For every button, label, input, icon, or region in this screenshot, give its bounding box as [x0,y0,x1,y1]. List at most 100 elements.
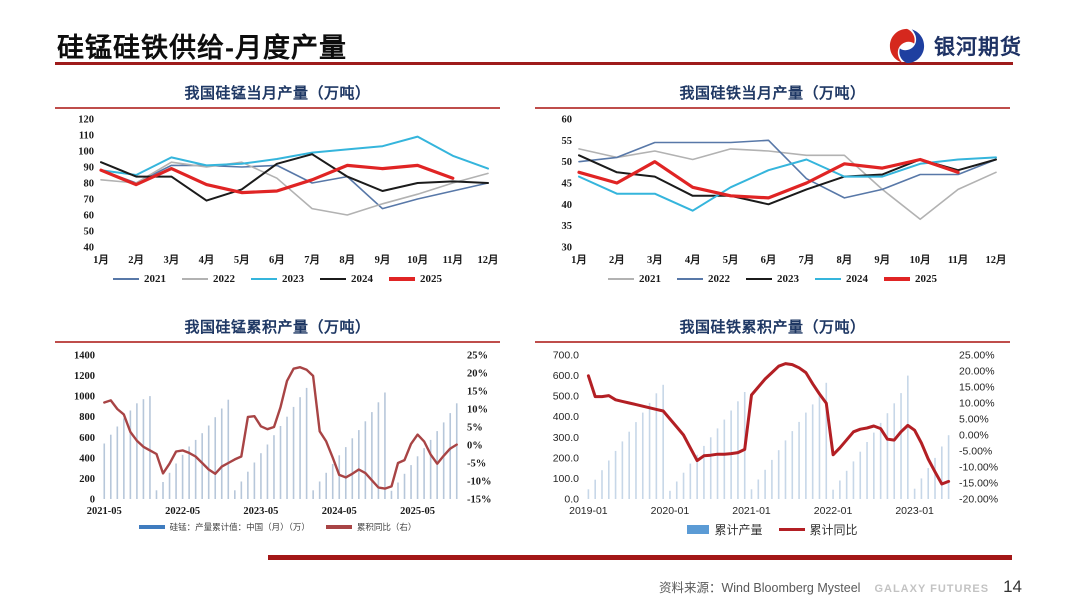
sife-monthly-legend: 2021 2022 2023 2024 2025 [535,273,1010,285]
legend-item: 2022 [182,273,235,285]
line-swatch [608,278,634,280]
chart-panel-sife-cumulative: 我国硅铁累积产量（万吨） 700.0 600.0 500.0 400.0 300.0 20… [535,318,1010,552]
galaxy-swirl-icon [889,28,925,64]
svg-text:2023-05: 2023-05 [243,506,278,517]
svg-text:60: 60 [562,115,573,126]
svg-text:11月: 11月 [443,254,463,266]
svg-text:2025-05: 2025-05 [400,506,435,517]
legend-label: 累积同比（右） [356,522,417,532]
svg-text:200.0: 200.0 [553,452,579,464]
svg-text:700.0: 700.0 [553,350,579,362]
svg-text:2022-01: 2022-01 [814,505,853,517]
source-text: 资料来源：Wind Bloomberg Mysteel [658,581,861,595]
chart-title: 我国硅锰累积产量（万吨） [184,319,371,336]
simn-monthly-legend: 2021 2022 2023 2024 2025 [55,273,500,285]
legend-label: 2025 [915,273,937,285]
svg-text:2022-05: 2022-05 [165,506,200,517]
svg-text:25.00%: 25.00% [959,350,995,362]
svg-text:30: 30 [562,243,573,254]
svg-text:10月: 10月 [407,254,428,266]
svg-text:-15%: -15% [467,495,492,506]
legend-label: 硅锰：产量累计值：中国（月）（万） [169,522,310,532]
logo-text: 银河期货 [934,36,1022,59]
sife-cumulative-chart: 700.0 600.0 500.0 400.0 300.0 200.0 100.0 0.0 25… [553,350,998,518]
svg-text:110: 110 [79,131,94,142]
footer: 资料来源：Wind Bloomberg Mysteel GALAXY FUTUR… [659,577,1022,597]
svg-text:25%: 25% [467,351,488,362]
svg-text:35: 35 [562,221,573,232]
line-swatch [138,525,165,529]
svg-text:1200: 1200 [74,371,95,382]
svg-text:1月: 1月 [93,254,109,266]
chart-title: 我国硅锰当月产量（万吨） [184,85,371,102]
line-swatch [320,278,346,280]
svg-text:0: 0 [90,495,95,506]
title-underline [55,62,1013,65]
svg-text:90: 90 [84,163,95,174]
svg-text:300.0: 300.0 [553,432,579,444]
svg-text:1400: 1400 [74,351,95,362]
svg-text:100: 100 [78,147,94,158]
chart-title-underline [535,341,1010,343]
svg-text:2020-01: 2020-01 [651,505,690,517]
svg-text:6月: 6月 [269,254,285,266]
svg-text:20%: 20% [467,369,488,380]
legend-label: 2022 [213,273,235,285]
svg-text:10月: 10月 [910,254,931,266]
svg-text:80: 80 [84,179,95,190]
svg-text:5月: 5月 [723,254,739,266]
svg-text:55: 55 [562,136,573,147]
line-swatch [884,277,910,281]
svg-text:60: 60 [84,211,95,222]
svg-text:3月: 3月 [163,254,179,266]
svg-text:1000: 1000 [74,392,95,403]
svg-text:4月: 4月 [199,254,215,266]
svg-text:20.00%: 20.00% [959,366,995,378]
svg-text:45: 45 [562,179,573,190]
svg-text:100.0: 100.0 [553,473,579,485]
line-swatch [746,278,772,280]
line-swatch [113,278,139,280]
sife-cumulative-legend: 累计产量 累计同比 [535,521,1010,538]
svg-text:9月: 9月 [375,254,391,266]
chart-title-underline [55,341,500,343]
legend-item: 2025 [389,273,442,285]
svg-text:6月: 6月 [761,254,777,266]
svg-text:120: 120 [78,115,94,126]
line-swatch [251,278,277,280]
chart-title: 我国硅铁当月产量（万吨） [679,85,866,102]
legend-item: 2021 [608,273,661,285]
simn-cumulative-legend: 硅锰：产量累计值：中国（月）（万） 累积同比（右） [55,521,500,533]
svg-text:2021-05: 2021-05 [87,506,122,517]
legend-item: 硅锰：产量累计值：中国（月）（万） [138,521,310,533]
svg-text:600.0: 600.0 [553,370,579,382]
line-swatch [677,278,703,280]
svg-text:2024-05: 2024-05 [322,506,357,517]
svg-text:15%: 15% [467,387,488,398]
svg-text:-10.00%: -10.00% [959,462,998,474]
svg-text:70: 70 [84,195,95,206]
svg-text:2023-01: 2023-01 [895,505,934,517]
svg-text:5%: 5% [467,423,483,434]
svg-text:2月: 2月 [128,254,144,266]
svg-text:10%: 10% [467,405,488,416]
svg-text:0%: 0% [467,441,483,452]
legend-label: 2023 [282,273,304,285]
svg-text:40: 40 [562,200,573,211]
svg-text:5.00%: 5.00% [959,414,989,426]
chart-panel-sife-monthly: 我国硅铁当月产量（万吨） 60 55 50 45 40 35 30 1月 2月 3月 4月 5月 6月 7… [535,84,1010,308]
line-swatch [815,278,841,280]
svg-text:-10%: -10% [467,477,492,488]
legend-item: 累计产量 [687,521,763,538]
legend-label: 2024 [846,273,868,285]
svg-text:3月: 3月 [647,254,663,266]
legend-item: 累计同比 [778,521,858,538]
svg-text:4月: 4月 [685,254,701,266]
chart-grid: 我国硅锰当月产量（万吨） 120 110 100 90 80 70 60 50 40 1月 2月 3月… [55,84,1010,552]
chart-panel-simn-cumulative: 我国硅锰累积产量（万吨） 1400 1200 1000 800 600 400 200 0 25… [55,318,500,552]
legend-label: 2025 [420,273,442,285]
legend-item: 2024 [815,273,868,285]
